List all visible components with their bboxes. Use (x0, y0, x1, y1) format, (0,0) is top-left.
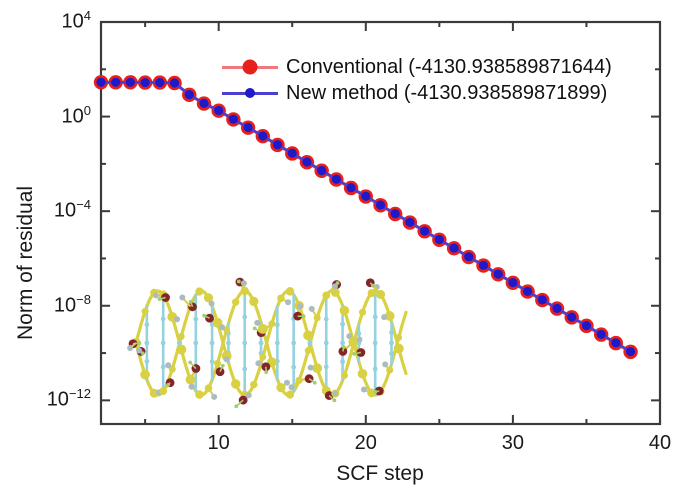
data-point (317, 165, 327, 176)
data-point (302, 157, 312, 167)
legend-swatch-new-method (222, 85, 278, 101)
x-tick-label: 20 (354, 432, 377, 454)
legend-label-new-method: New method (-4130.938589871899) (286, 81, 608, 104)
data-point (96, 77, 106, 87)
data-point (611, 338, 621, 348)
data-point (625, 347, 636, 357)
y-tick-label: 10−8 (53, 291, 91, 317)
data-point (405, 217, 415, 227)
data-point (287, 148, 297, 158)
legend-label-conventional: Conventional (-4130.938589871644) (286, 55, 612, 78)
data-point (523, 286, 533, 296)
data-point (169, 78, 180, 88)
legend-item-new-method: New method (-4130.938589871899) (222, 80, 642, 106)
data-point (434, 234, 444, 245)
data-point (493, 269, 503, 279)
data-point (272, 140, 283, 150)
x-tick-label: 40 (648, 432, 672, 454)
data-point (331, 174, 341, 184)
data-point (508, 277, 518, 288)
data-point (478, 260, 489, 270)
data-point (155, 77, 165, 88)
data-point (449, 243, 459, 253)
x-tick-label: 30 (501, 432, 525, 454)
legend-item-conventional: Conventional (-4130.938589871644) (222, 54, 642, 80)
data-point (552, 303, 562, 313)
data-point (228, 114, 238, 124)
data-point (140, 77, 150, 88)
y-tick-label: 10−4 (53, 197, 91, 222)
data-point (375, 200, 386, 210)
axis-ticks (101, 21, 660, 425)
data-point (464, 252, 474, 262)
legend-swatch-conventional (222, 59, 278, 75)
legend: Conventional (-4130.938589871644) New me… (222, 54, 642, 106)
y-tick-label: 10−12 (46, 386, 91, 411)
data-point (581, 321, 592, 331)
data-point (361, 191, 371, 201)
series-conventional (93, 75, 638, 360)
data-point (596, 329, 606, 339)
data-point (567, 312, 577, 322)
y-axis-title: Norm of residual (14, 185, 37, 340)
data-point (125, 77, 136, 87)
data-point (537, 295, 547, 305)
data-point (243, 122, 253, 133)
x-axis-title: SCF step (336, 462, 424, 485)
data-point (199, 98, 209, 108)
x-tick-label: 10 (207, 432, 230, 454)
data-point (346, 183, 356, 193)
data-point (214, 105, 224, 116)
y-tick-label: 104 (61, 7, 91, 33)
y-tick-label: 100 (61, 102, 91, 128)
data-point (390, 209, 400, 219)
series-new-method (96, 77, 636, 357)
data-point (258, 131, 268, 141)
data-series-layer (93, 75, 638, 360)
data-point (420, 226, 430, 236)
plot-frame (99, 20, 662, 426)
data-point (111, 77, 121, 87)
data-point (184, 90, 194, 100)
